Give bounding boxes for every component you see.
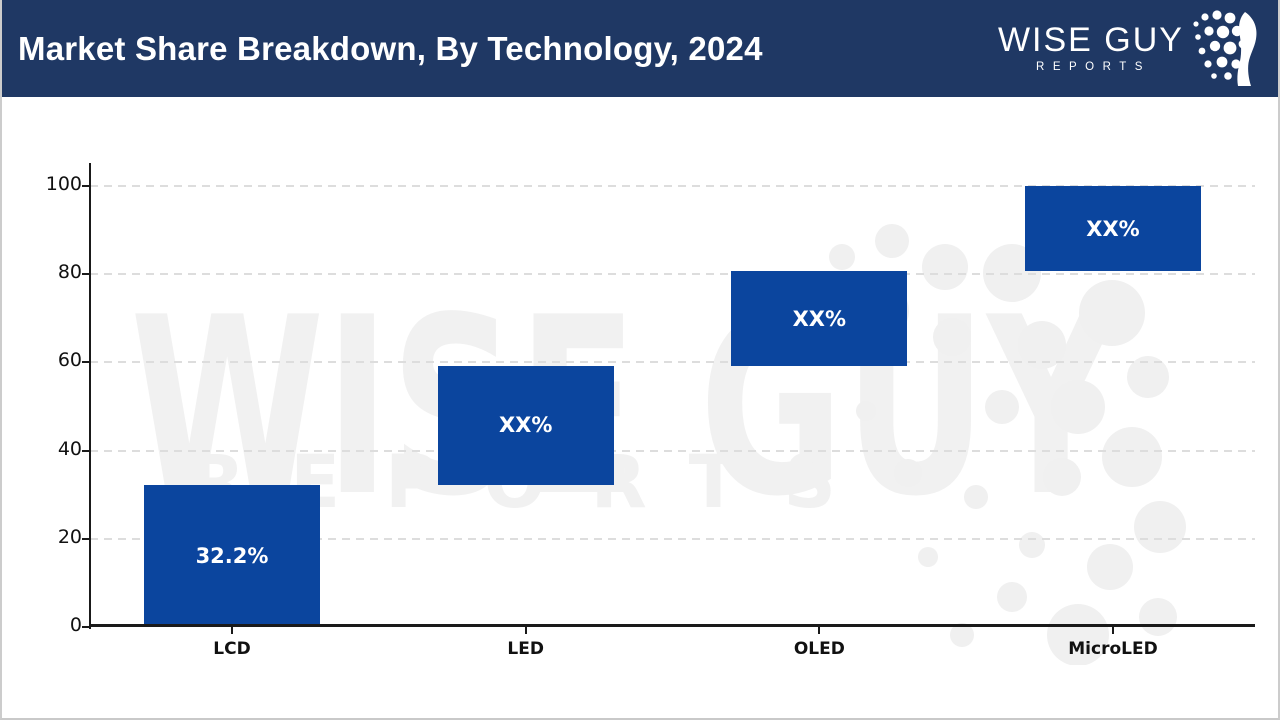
- bar-value-label: XX%: [792, 306, 847, 331]
- bar-value-label: XX%: [498, 413, 553, 438]
- wiseguy-logo: WISE GUY REPORTS: [998, 8, 1260, 90]
- y-tick-label-0: 0: [69, 614, 82, 636]
- x-axis-spine: [89, 624, 1255, 627]
- gridline-80: [90, 273, 1255, 276]
- y-tick-mark-40: [82, 449, 90, 452]
- bar-value-label: XX%: [1086, 216, 1140, 241]
- y-tick-mark-20: [82, 537, 90, 540]
- x-label-led: LED: [507, 639, 544, 659]
- x-label-lcd: LCD: [213, 639, 251, 659]
- y-tick-mark-60: [82, 361, 90, 364]
- page-title: Market Share Breakdown, By Technology, 2…: [18, 29, 763, 67]
- bar-value-label: 32.2%: [195, 543, 269, 568]
- y-tick-label-20: 20: [57, 525, 82, 548]
- y-tick-label-100: 100: [45, 173, 82, 195]
- y-tick-label-40: 40: [57, 437, 82, 460]
- bar-led: XX%: [437, 365, 614, 485]
- gridline-20: [90, 537, 1255, 540]
- logo-head-icon: [1193, 9, 1257, 86]
- header-bar: Market Share Breakdown, By Technology, 2…: [2, 0, 1278, 97]
- y-tick-mark-80: [82, 273, 90, 276]
- y-tick-label-60: 60: [57, 349, 82, 372]
- x-tick-mark-lcd: [231, 627, 233, 634]
- x-tick-mark-led: [524, 627, 527, 634]
- logo-text: WISE GUY REPORTS: [998, 23, 1184, 74]
- x-tick-mark-microled: [1112, 627, 1114, 634]
- logo-wordmark: WISE GUY: [997, 21, 1184, 60]
- y-tick-mark-0: [82, 626, 90, 628]
- bar-microled: XX%: [1025, 186, 1201, 272]
- logo-subtext: REPORTS: [1036, 61, 1151, 74]
- bar-lcd: 32.2%: [144, 484, 320, 627]
- x-tick-mark-oled: [818, 627, 821, 634]
- y-tick-mark-100: [82, 185, 90, 187]
- bar-oled: XX%: [731, 271, 908, 366]
- gridline-60: [90, 361, 1255, 364]
- x-label-microled: MicroLED: [1068, 639, 1158, 659]
- y-tick-label-80: 80: [57, 261, 82, 284]
- gridline-100: [90, 185, 1255, 187]
- y-axis-spine: [89, 163, 91, 629]
- x-label-oled: OLED: [793, 639, 845, 659]
- gridline-40: [90, 449, 1255, 452]
